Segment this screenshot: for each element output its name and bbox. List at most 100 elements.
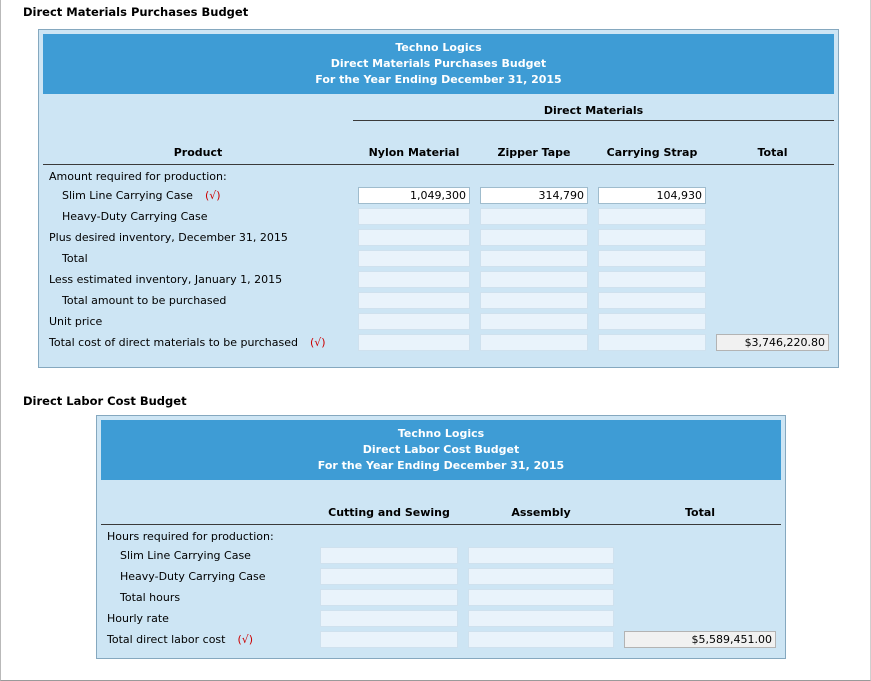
amount-input[interactable]	[468, 547, 614, 564]
column-header-total: Total	[711, 120, 835, 165]
row-label: Amount required for production:	[43, 164, 353, 185]
input-cell-slot: 314,790	[475, 185, 593, 206]
amount-input[interactable]	[598, 292, 706, 309]
budget-row: Plus desired inventory, December 31, 201…	[43, 227, 834, 248]
amount-input[interactable]: 314,790	[480, 187, 588, 204]
correct-check-icon: (√)	[237, 633, 254, 646]
budget-row: Unit price	[43, 311, 834, 332]
amount-input[interactable]	[468, 589, 614, 606]
amount-input[interactable]	[320, 568, 458, 585]
input-cell-slot	[463, 587, 619, 608]
row-label: Less estimated inventory, January 1, 201…	[43, 269, 353, 290]
budget-row: Total cost of direct materials to be pur…	[43, 332, 834, 353]
amount-input[interactable]	[468, 631, 614, 648]
input-cell-slot	[315, 524, 463, 545]
labor-statement-header: Techno Logics Direct Labor Cost Budget F…	[101, 420, 781, 480]
amount-input[interactable]	[358, 313, 470, 330]
input-cell-slot	[593, 164, 711, 185]
amount-input[interactable]	[358, 334, 470, 351]
input-cell-slot: 1,049,300	[353, 185, 475, 206]
amount-input[interactable]	[598, 208, 706, 225]
input-cell-slot	[593, 311, 711, 332]
row-label: Hours required for production:	[101, 524, 315, 545]
amount-input[interactable]	[320, 589, 458, 606]
total-cell-slot	[711, 269, 834, 290]
row-label: Plus desired inventory, December 31, 201…	[43, 227, 353, 248]
column-header-assembly: Assembly	[463, 480, 619, 525]
column-header-cutting-and-sewing: Cutting and Sewing	[315, 480, 463, 525]
row-label-text: Total amount to be purchased	[62, 294, 227, 307]
amount-input[interactable]	[598, 271, 706, 288]
row-label: Hourly rate	[101, 608, 315, 629]
amount-input[interactable]	[480, 334, 588, 351]
total-cell-slot	[711, 311, 834, 332]
budget-row: Heavy-Duty Carrying Case	[43, 206, 834, 227]
row-label: Total	[43, 248, 353, 269]
amount-input[interactable]	[480, 292, 588, 309]
amount-input[interactable]	[480, 313, 588, 330]
materials-budget-rows: Amount required for production: Slim Line…	[43, 164, 834, 353]
amount-input[interactable]	[358, 250, 470, 267]
row-label-text: Amount required for production:	[49, 169, 227, 183]
amount-input[interactable]	[598, 229, 706, 246]
input-cell-slot	[475, 311, 593, 332]
correct-check-icon: (√)	[309, 336, 326, 349]
labor-budget-table: Cutting and Sewing Assembly Total Hours …	[101, 480, 781, 650]
input-cell-slot	[463, 524, 619, 545]
amount-input[interactable]	[358, 229, 470, 246]
total-cell-slot	[619, 524, 781, 545]
column-header-carrying-strap: Carrying Strap	[593, 120, 711, 165]
amount-input[interactable]: 1,049,300	[358, 187, 470, 204]
amount-input[interactable]	[598, 250, 706, 267]
row-label-text: Total	[62, 252, 88, 265]
materials-budget-panel: Techno Logics Direct Materials Purchases…	[38, 29, 839, 368]
amount-input[interactable]	[480, 229, 588, 246]
input-cell-slot	[463, 629, 619, 650]
amount-input[interactable]	[480, 208, 588, 225]
input-cell-slot	[475, 206, 593, 227]
budget-row: Amount required for production:	[43, 164, 834, 185]
input-cell-slot	[353, 311, 475, 332]
input-cell-slot	[353, 332, 475, 353]
input-cell-slot	[475, 290, 593, 311]
amount-input[interactable]	[320, 610, 458, 627]
row-label: Slim Line Carrying Case	[101, 545, 315, 566]
total-cell-slot	[711, 290, 834, 311]
amount-input[interactable]	[358, 208, 470, 225]
total-cell-slot	[711, 164, 834, 185]
input-cell-slot	[593, 269, 711, 290]
input-cell-slot	[353, 290, 475, 311]
amount-input[interactable]	[468, 568, 614, 585]
column-header-row: Cutting and Sewing Assembly Total	[101, 480, 781, 525]
budget-row: Total	[43, 248, 834, 269]
group-header-row: Direct Materials	[43, 94, 835, 121]
budget-row: Hourly rate	[101, 608, 781, 629]
amount-input[interactable]	[358, 292, 470, 309]
column-header-nylon-material: Nylon Material	[353, 120, 475, 165]
amount-input[interactable]	[320, 547, 458, 564]
statement-period: For the Year Ending December 31, 2015	[315, 73, 562, 86]
amount-input[interactable]	[480, 271, 588, 288]
row-label-text: Total direct labor cost	[107, 633, 226, 646]
group-header-spacer	[43, 94, 353, 120]
amount-input[interactable]	[598, 313, 706, 330]
amount-input[interactable]	[358, 271, 470, 288]
input-cell-slot	[475, 248, 593, 269]
input-cell-slot	[593, 332, 711, 353]
input-cell-slot	[593, 248, 711, 269]
input-cell-slot	[463, 545, 619, 566]
amount-input[interactable]	[320, 631, 458, 648]
row-label-text: Heavy-Duty Carrying Case	[62, 210, 208, 223]
total-cell-slot	[619, 608, 781, 629]
amount-input[interactable]	[480, 250, 588, 267]
amount-input[interactable]	[468, 610, 614, 627]
total-cell-slot	[619, 587, 781, 608]
budget-row: Total direct labor cost (√) $5,589,451.00	[101, 629, 781, 650]
budget-row: Less estimated inventory, January 1, 201…	[43, 269, 834, 290]
budget-row: Total hours	[101, 587, 781, 608]
amount-input[interactable]	[598, 334, 706, 351]
row-label: Heavy-Duty Carrying Case	[101, 566, 315, 587]
statement-title: Direct Labor Cost Budget	[362, 443, 520, 456]
amount-input[interactable]: 104,930	[598, 187, 706, 204]
